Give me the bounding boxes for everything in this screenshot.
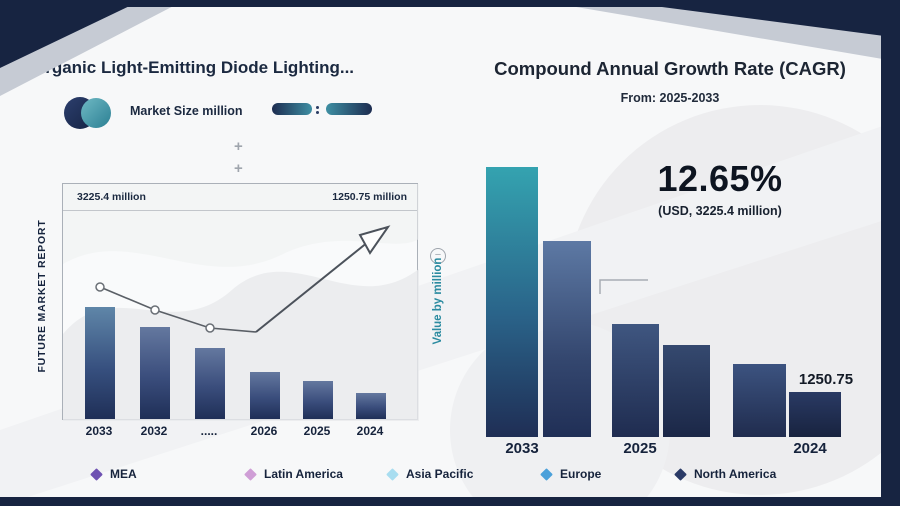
cagr-value: 12.65% (657, 158, 783, 199)
cagr-basis: (USD, 3225.4 million) (658, 204, 782, 218)
x-label-2032: 2032 (140, 424, 168, 438)
x-label-2026: 2026 (250, 424, 278, 438)
north-america-diamond-icon (674, 467, 687, 481)
x-label-ellipsis: ..... (200, 424, 218, 438)
bar-ellipsis-years (195, 348, 225, 419)
legend-item-europe: Europe (540, 466, 602, 482)
bar-2025 (303, 381, 333, 419)
cagr-bar-2024-primary (733, 364, 786, 437)
plus-deco-icon: + (234, 160, 243, 177)
market-size-legend-label: Market Size million (130, 104, 243, 118)
left-chart-title: Organic Light-Emitting Diode Lighting... (32, 58, 355, 77)
legend-label: Europe (560, 467, 602, 481)
bar-2033 (85, 307, 115, 419)
cagr-bar-2033-secondary (543, 241, 591, 437)
cagr-x-label-2033: 2033 (505, 440, 539, 457)
bar-2026 (250, 372, 280, 419)
step-bracket-decoration (599, 279, 648, 294)
plus-deco-icon: + (234, 138, 243, 155)
europe-diamond-icon (540, 467, 553, 481)
x-label-2025: 2025 (303, 424, 331, 438)
annotation-2024-value: 1250.75 million (332, 191, 407, 203)
pill-separator-dots (316, 104, 320, 116)
legend-label: North America (694, 467, 777, 481)
annotation-2033-value: 3225.4 million (77, 191, 146, 203)
legend-item-asia-pacific: Asia Pacific (386, 466, 474, 482)
bar-2024 (356, 393, 386, 419)
legend-label: MEA (110, 467, 137, 481)
bar-value-label-1250: 1250.75 (798, 371, 854, 388)
mea-diamond-icon (90, 467, 103, 481)
left-bar-chart: 3225.4 million 1250.75 million (62, 183, 419, 421)
cagr-bar-2024-secondary (789, 392, 841, 437)
bar-2032 (140, 327, 170, 419)
value-axis-label: Value by million (432, 257, 444, 345)
legend-item-north-america: North America (674, 466, 777, 482)
cagr-bar-2025-primary (612, 324, 659, 437)
annotation-divider (63, 210, 417, 211)
cagr-x-label-2024: 2024 (793, 440, 827, 457)
legend-label: Latin America (264, 467, 343, 481)
asia-pacific-diamond-icon (386, 467, 399, 481)
latin-america-diamond-icon (244, 467, 257, 481)
plot-wave-decoration (63, 184, 419, 421)
cagr-x-label-2025: 2025 (623, 440, 657, 457)
future-market-report-label: FUTURE MARKET REPORT (36, 219, 48, 373)
legend-label: Asia Pacific (406, 467, 474, 481)
cylinder-teal-disc (81, 98, 111, 128)
legend-item-latin-america: Latin America (244, 466, 343, 482)
cagr-title: Compound Annual Growth Rate (CAGR) (494, 58, 846, 79)
cagr-bar-2033-primary (486, 167, 538, 437)
cagr-bar-2025-secondary (663, 345, 710, 437)
market-size-cylinder-icon (64, 96, 116, 130)
pill-right (326, 103, 372, 115)
x-label-2024: 2024 (356, 424, 384, 438)
pill-left (272, 103, 312, 115)
cagr-subtitle: From: 2025-2033 (620, 91, 720, 105)
x-label-2033: 2033 (85, 424, 113, 438)
legend-item-mea: MEA (90, 466, 137, 482)
